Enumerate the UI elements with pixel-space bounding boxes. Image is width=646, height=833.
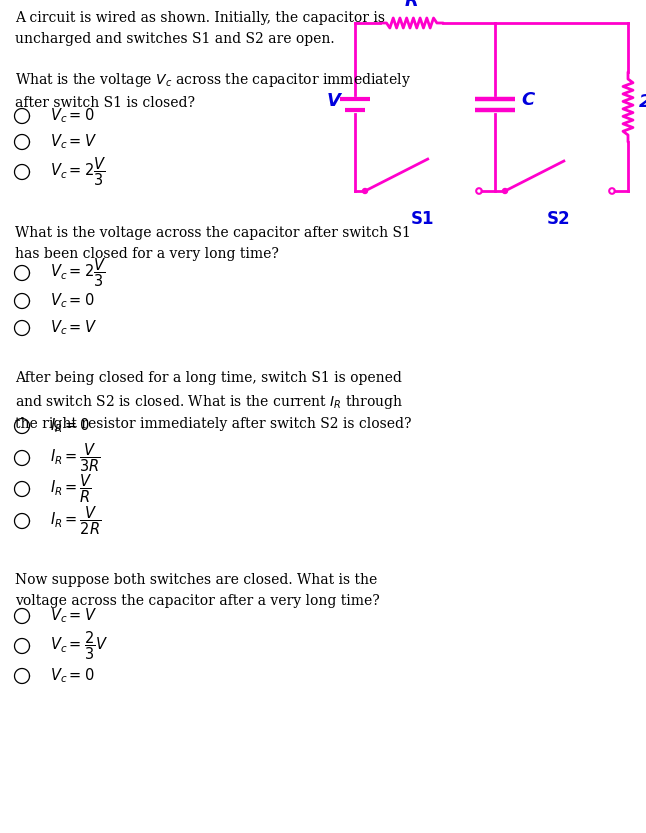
Text: $V_c = 0$: $V_c = 0$: [50, 107, 94, 125]
Text: $I_R = \dfrac{V}{R}$: $I_R = \dfrac{V}{R}$: [50, 472, 92, 506]
Polygon shape: [503, 188, 508, 193]
Polygon shape: [609, 188, 615, 194]
Text: $I_R = \dfrac{V}{3R}$: $I_R = \dfrac{V}{3R}$: [50, 441, 101, 474]
Text: 2R: 2R: [639, 93, 646, 111]
Text: What is the voltage across the capacitor after switch S1
has been closed for a v: What is the voltage across the capacitor…: [15, 226, 411, 261]
Text: $V_c = 0$: $V_c = 0$: [50, 666, 94, 686]
Text: After being closed for a long time, switch S1 is opened
and switch S2 is closed.: After being closed for a long time, swit…: [15, 371, 412, 431]
Text: A circuit is wired as shown. Initially, the capacitor is
uncharged and switches : A circuit is wired as shown. Initially, …: [15, 11, 385, 46]
Text: Now suppose both switches are closed. What is the
voltage across the capacitor a: Now suppose both switches are closed. Wh…: [15, 573, 380, 607]
Polygon shape: [362, 188, 368, 193]
Text: $I_R = 0$: $I_R = 0$: [50, 416, 90, 436]
Text: $V_c = \dfrac{2}{3}V$: $V_c = \dfrac{2}{3}V$: [50, 630, 108, 662]
Text: R: R: [405, 0, 419, 10]
Text: S1: S1: [410, 210, 433, 228]
Text: $V_c = V$: $V_c = V$: [50, 132, 97, 152]
Text: C: C: [521, 91, 534, 109]
Text: What is the voltage $V_c$ across the capacitor immediately
after switch S1 is cl: What is the voltage $V_c$ across the cap…: [15, 71, 411, 110]
Text: $V_c = 0$: $V_c = 0$: [50, 292, 94, 311]
Polygon shape: [476, 188, 482, 194]
Text: $V_c = V$: $V_c = V$: [50, 606, 97, 626]
Text: $V_c = 2\dfrac{V}{3}$: $V_c = 2\dfrac{V}{3}$: [50, 156, 106, 188]
Text: $I_R = \dfrac{V}{2R}$: $I_R = \dfrac{V}{2R}$: [50, 505, 101, 537]
Text: V: V: [327, 92, 341, 110]
Text: S2: S2: [547, 210, 570, 228]
Text: $V_c = V$: $V_c = V$: [50, 319, 97, 337]
Text: $V_c = 2\dfrac{V}{3}$: $V_c = 2\dfrac{V}{3}$: [50, 257, 106, 289]
